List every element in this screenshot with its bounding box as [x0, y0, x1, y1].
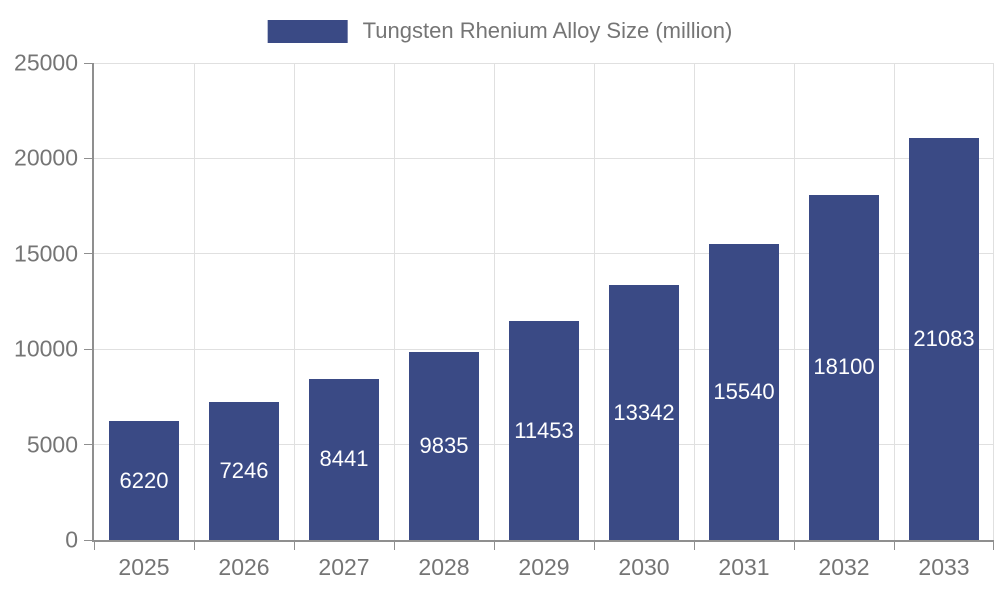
bar: 18100 [809, 194, 879, 540]
bar: 21083 [909, 137, 979, 540]
y-axis-tick [84, 253, 92, 255]
bar: 7246 [209, 401, 279, 540]
bar: 6220 [109, 421, 179, 540]
plot-area: 6220 7246 8441 9835 11453 13342 15540 18100 2108… [84, 62, 994, 550]
v-gridline [194, 63, 195, 540]
x-axis: 2025 2026 2027 2028 2029 2030 2031 2032 2033 [94, 554, 994, 584]
x-axis-tick [894, 542, 895, 550]
y-axis-tick [84, 539, 92, 541]
bar-value-label: 7246 [219, 457, 269, 483]
x-axis-label: 2030 [618, 554, 670, 580]
x-axis-tick [194, 542, 195, 550]
x-axis-tick [394, 542, 395, 550]
y-axis-label: 25000 [14, 49, 78, 76]
y-axis-label: 10000 [14, 335, 78, 362]
legend-swatch-icon [267, 19, 348, 43]
v-gridline [494, 63, 495, 540]
v-gridline [294, 63, 295, 540]
x-axis-label: 2028 [418, 554, 470, 580]
x-axis-label: 2031 [718, 554, 770, 580]
bar: 8441 [309, 378, 379, 540]
h-gridline [94, 253, 994, 255]
x-axis-label: 2026 [218, 554, 270, 580]
x-axis-tick [494, 542, 495, 550]
v-gridline [594, 63, 595, 540]
legend-label: Tungsten Rhenium Alloy Size (million) [362, 18, 733, 43]
v-gridline [993, 63, 994, 540]
x-axis-label: 2033 [918, 554, 970, 580]
x-axis-tick [794, 542, 795, 550]
bar: 11453 [509, 321, 579, 540]
y-axis-label: 5000 [26, 431, 78, 458]
x-axis-label: 2029 [518, 554, 570, 580]
legend[interactable]: Tungsten Rhenium Alloy Size (million) [267, 18, 733, 44]
y-axis-label: 0 [65, 526, 78, 553]
v-gridline [694, 63, 695, 540]
bar-value-label: 21083 [913, 325, 975, 351]
bar-value-label: 8441 [319, 446, 369, 472]
bar: 15540 [709, 243, 779, 540]
bar: 13342 [609, 285, 679, 540]
y-axis: 0 5000 10000 15000 20000 25000 [0, 50, 78, 553]
v-gridline [894, 63, 895, 540]
x-axis-label: 2027 [318, 554, 370, 580]
bar-value-label: 18100 [813, 354, 875, 380]
y-axis-tick [84, 62, 92, 64]
y-axis-tick [84, 444, 92, 446]
x-axis-label: 2032 [818, 554, 870, 580]
bar-value-label: 15540 [713, 378, 775, 404]
bar-value-label: 13342 [613, 399, 675, 425]
x-axis-tick [294, 542, 295, 550]
x-axis-tick [993, 542, 994, 550]
x-axis-tick [594, 542, 595, 550]
bar-value-label: 11453 [514, 417, 574, 443]
h-gridline [94, 62, 994, 64]
y-axis-tick [84, 157, 92, 159]
x-axis-tick [94, 542, 95, 550]
x-axis-label: 2025 [118, 554, 170, 580]
h-gridline [94, 157, 994, 159]
v-gridline [794, 63, 795, 540]
bar-value-label: 6220 [119, 467, 169, 493]
y-axis-tick [84, 348, 92, 350]
bar-value-label: 9835 [419, 433, 469, 459]
bar: 9835 [409, 352, 479, 540]
y-axis-label: 15000 [14, 240, 78, 267]
y-axis-label: 20000 [14, 144, 78, 171]
x-axis-tick [694, 542, 695, 550]
v-gridline [394, 63, 395, 540]
